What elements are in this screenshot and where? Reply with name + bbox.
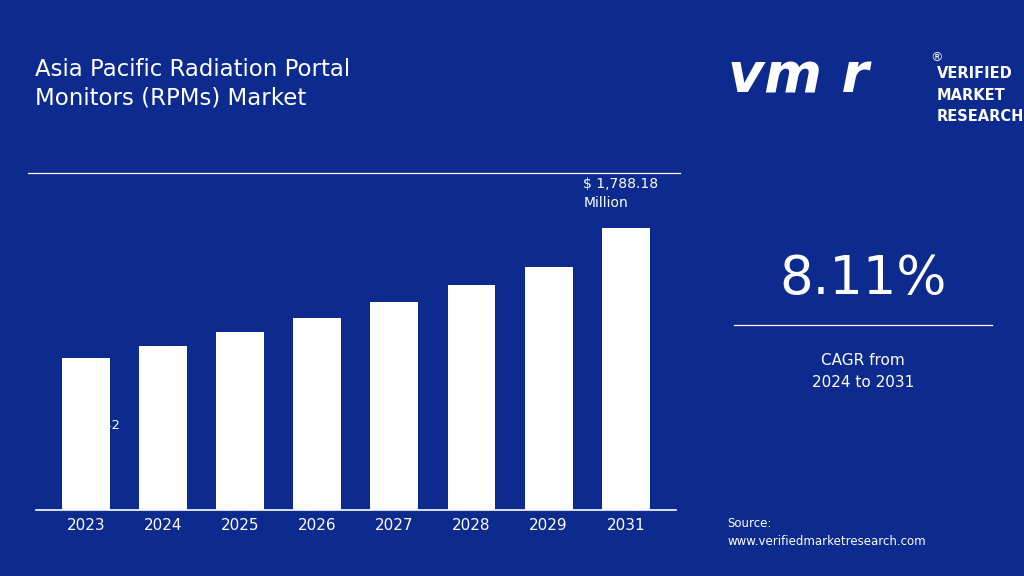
Text: $ 962.42
Million: $ 962.42 Million [61,419,120,449]
Bar [371,302,418,510]
Text: vm r: vm r [728,51,868,105]
Bar [602,228,649,510]
Text: $ 1,788.18
Million: $ 1,788.18 Million [584,177,658,210]
Bar [524,267,572,510]
Bar [447,285,496,510]
Text: CAGR from
2024 to 2031: CAGR from 2024 to 2031 [812,353,913,390]
Bar [62,358,110,510]
Text: Source:
www.verifiedmarketresearch.com: Source: www.verifiedmarketresearch.com [727,517,926,548]
Text: 8.11%: 8.11% [779,253,946,305]
Text: Asia Pacific Radiation Portal
Monitors (RPMs) Market: Asia Pacific Radiation Portal Monitors (… [35,58,350,110]
Bar [216,332,264,510]
Text: VERIFIED
MARKET
RESEARCH: VERIFIED MARKET RESEARCH [937,66,1024,124]
Text: ®: ® [931,51,943,64]
Bar [294,318,341,510]
Bar [139,346,187,510]
